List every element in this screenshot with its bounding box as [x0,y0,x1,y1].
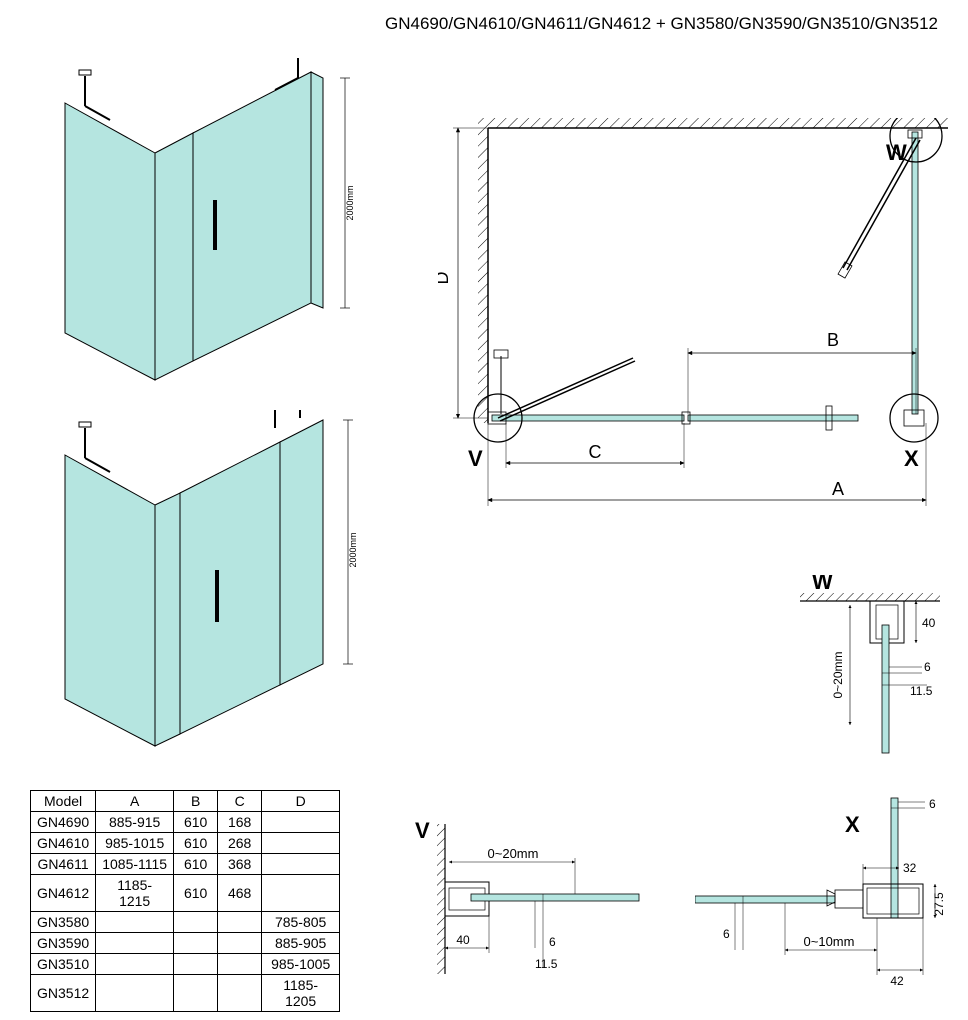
svg-text:0~20mm: 0~20mm [488,846,539,861]
title: GN4690/GN4610/GN4611/GN4612 + GN3580/GN3… [385,14,938,34]
svg-text:2000mm: 2000mm [345,185,355,220]
iso-view-2: 2000mm [55,410,365,755]
svg-text:6: 6 [723,927,730,941]
table-header: D [262,791,340,812]
svg-text:6: 6 [924,660,931,674]
svg-text:B: B [827,330,839,350]
table-row: GN3510985-1005 [31,954,340,975]
svg-text:W: W [886,140,907,165]
svg-text:0~10mm: 0~10mm [804,934,855,949]
table-header: A [96,791,174,812]
svg-text:6: 6 [549,935,556,949]
svg-text:V: V [468,446,483,471]
iso-view-1: 2000mm [55,58,365,388]
svg-text:D: D [438,272,452,285]
svg-text:2000mm: 2000mm [348,532,358,567]
svg-text:0~20mm: 0~20mm [831,651,845,698]
detail-x: X 6 32 27.5 42 0~10mm 6 [695,790,950,995]
table-row: GN46121185-1215610468 [31,875,340,912]
table-header: B [174,791,218,812]
svg-text:11.5: 11.5 [535,957,558,971]
plan-view: W X V D B C A [438,118,948,513]
svg-text:42: 42 [890,974,904,988]
svg-text:A: A [832,479,844,499]
svg-text:6: 6 [929,797,936,811]
svg-text:V: V [415,818,430,843]
table-header: Model [31,791,96,812]
table-row: GN46111085-1115610368 [31,854,340,875]
svg-text:40: 40 [456,933,470,947]
svg-text:C: C [589,442,602,462]
table-row: GN4690885-915610168 [31,812,340,833]
table-row: GN3590885-905 [31,933,340,954]
svg-text:W: W [812,575,833,594]
svg-text:27.5: 27.5 [932,892,946,916]
detail-v: V 0~20mm 40 6 11.5 [415,818,640,988]
svg-text:32: 32 [903,861,917,875]
svg-text:X: X [904,446,919,471]
table-header: C [218,791,262,812]
table-row: GN4610985-1015610268 [31,833,340,854]
spec-table: ModelABCD GN4690885-915610168GN4610985-1… [30,790,340,1012]
svg-text:40: 40 [922,616,936,630]
table-row: GN3580785-805 [31,912,340,933]
svg-text:X: X [845,812,860,837]
detail-w: W 40 6 11.5 0~20mm [792,575,942,755]
svg-text:11.5: 11.5 [910,684,933,698]
table-row: GN35121185-1205 [31,975,340,1012]
